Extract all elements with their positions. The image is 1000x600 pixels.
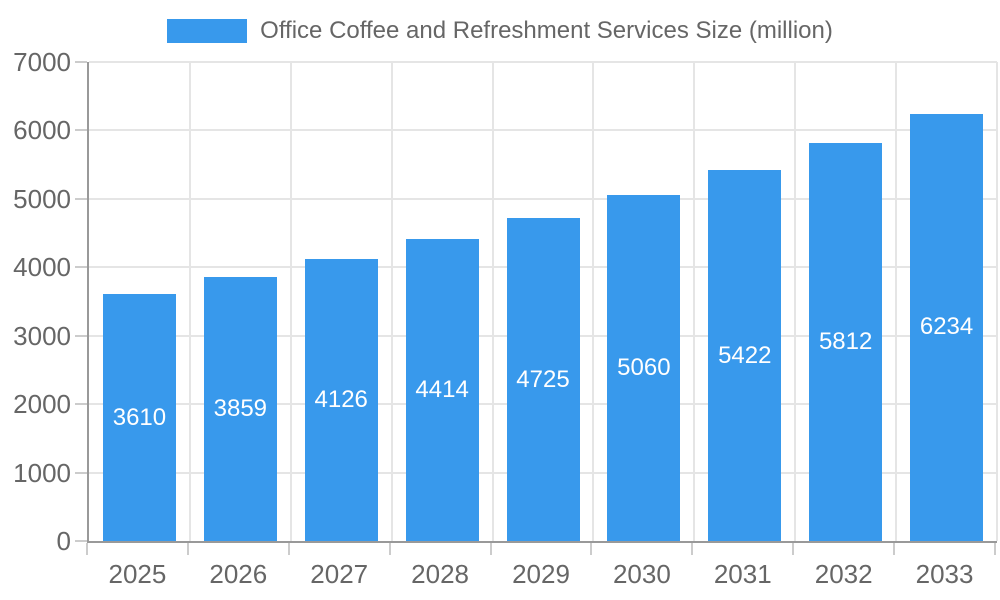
x-axis-tick [590, 543, 593, 555]
y-axis-tick [75, 471, 87, 474]
bar[interactable] [607, 194, 681, 541]
bar[interactable] [708, 169, 782, 541]
y-axis-label: 2000 [13, 389, 71, 420]
x-axis-label: 2028 [411, 559, 470, 589]
x-axis-tick [893, 543, 896, 555]
bar[interactable] [910, 114, 984, 541]
x-axis-tick [489, 543, 492, 555]
x-axis-tick [287, 543, 290, 555]
x-axis-label: 2031 [713, 559, 772, 589]
x-axis-tick [86, 543, 88, 555]
x-axis-tick [792, 543, 795, 555]
y-axis-label: 7000 [13, 47, 71, 77]
y-axis-tick [75, 334, 87, 337]
x-axis-label: 2027 [310, 559, 369, 589]
x-axis-label: 2032 [814, 559, 873, 589]
x-axis-label: 2030 [612, 559, 671, 589]
y-axis-label: 0 [56, 526, 71, 556]
y-axis-tick [75, 403, 87, 406]
gridline-vertical [491, 62, 494, 541]
legend[interactable]: Office Coffee and Refreshment Services S… [0, 17, 1000, 45]
x-axis-label: 2029 [512, 559, 570, 589]
bar[interactable] [405, 238, 479, 541]
x-axis-tick [691, 543, 694, 555]
x-axis-tick [388, 543, 391, 555]
gridline-vertical [895, 62, 898, 541]
gridline-horizontal [89, 129, 997, 132]
y-axis-label: 1000 [13, 457, 71, 488]
gridline-vertical [592, 62, 595, 541]
bar[interactable] [506, 217, 580, 541]
gridline-horizontal [89, 197, 997, 200]
y-axis-tick [75, 197, 87, 200]
legend-label: Office Coffee and Refreshment Services S… [260, 17, 833, 44]
y-axis-label: 6000 [13, 115, 71, 146]
gridline-vertical [794, 62, 797, 541]
x-axis-tick [186, 543, 189, 555]
y-axis-label: 5000 [13, 183, 71, 214]
bar[interactable] [203, 276, 277, 541]
y-axis-label: 3000 [13, 320, 71, 351]
gridline-vertical [996, 62, 998, 541]
x-axis-label: 2026 [209, 559, 268, 589]
y-axis-label: 4000 [13, 252, 71, 283]
gridline-vertical [390, 62, 393, 541]
gridline-vertical [289, 62, 292, 541]
x-axis-label: 2033 [915, 559, 974, 589]
legend-swatch [167, 19, 248, 43]
y-axis-tick [75, 266, 87, 269]
y-axis-tick [75, 129, 87, 132]
bar[interactable] [304, 258, 378, 541]
x-axis-tick [994, 543, 996, 555]
plot-area: 3610 3859 4126 4414 4725 5060 5422 5812 6234 [87, 61, 998, 543]
x-axis-label: 2025 [108, 559, 167, 589]
y-axis-tick [75, 61, 87, 63]
gridline-vertical [188, 62, 191, 541]
bar[interactable] [102, 293, 176, 541]
bar[interactable] [809, 143, 883, 541]
gridline-vertical [693, 62, 696, 541]
y-axis-tick [75, 540, 87, 542]
gridline-horizontal [89, 61, 997, 63]
